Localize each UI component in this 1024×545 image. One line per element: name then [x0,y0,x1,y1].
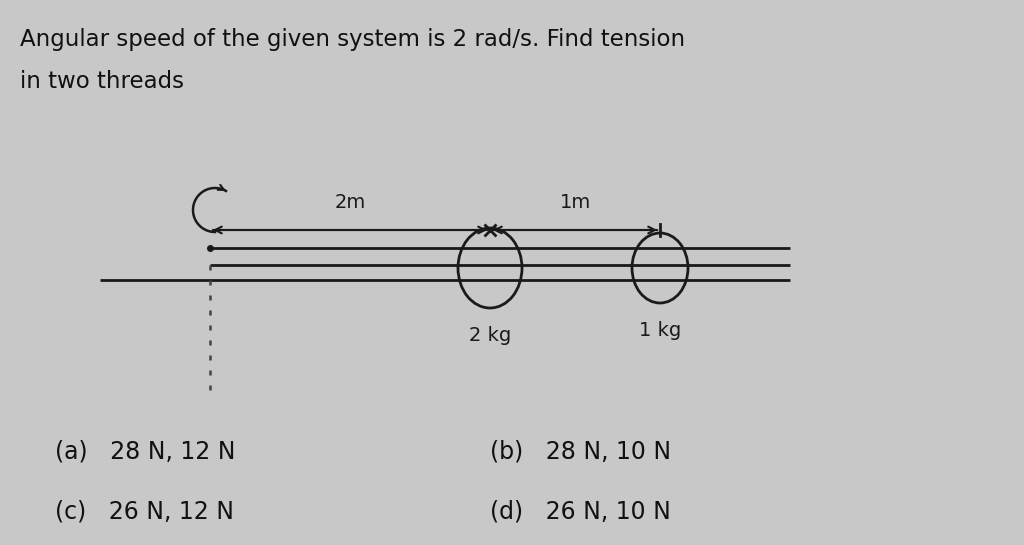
Text: Angular speed of the given system is 2 rad/s. Find tension: Angular speed of the given system is 2 r… [20,28,685,51]
Text: (d)   26 N, 10 N: (d) 26 N, 10 N [490,500,671,524]
Text: 2 kg: 2 kg [469,326,511,345]
Text: 1 kg: 1 kg [639,321,681,340]
Text: (a)   28 N, 12 N: (a) 28 N, 12 N [55,440,236,464]
Text: (b)   28 N, 10 N: (b) 28 N, 10 N [490,440,671,464]
Text: (c)   26 N, 12 N: (c) 26 N, 12 N [55,500,234,524]
Text: 2m: 2m [335,193,366,212]
Text: 1m: 1m [559,193,591,212]
Text: in two threads: in two threads [20,70,184,93]
